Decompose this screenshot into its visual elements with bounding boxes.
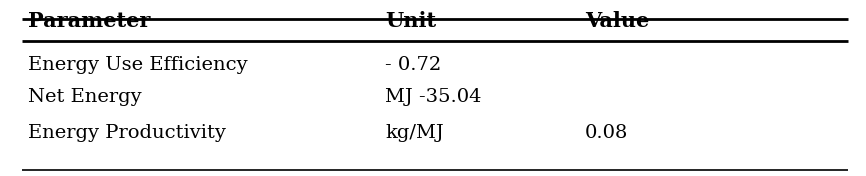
Text: Parameter: Parameter: [28, 11, 151, 31]
Text: 0.08: 0.08: [585, 124, 629, 142]
Text: Energy Productivity: Energy Productivity: [28, 124, 226, 142]
Text: - 0.72: - 0.72: [385, 56, 442, 74]
Text: Energy Use Efficiency: Energy Use Efficiency: [28, 56, 248, 74]
Text: Net Energy: Net Energy: [28, 88, 142, 106]
Text: Value: Value: [585, 11, 650, 31]
Text: MJ -35.04: MJ -35.04: [385, 88, 481, 106]
Text: kg/MJ: kg/MJ: [385, 124, 443, 142]
Text: Unit: Unit: [385, 11, 436, 31]
